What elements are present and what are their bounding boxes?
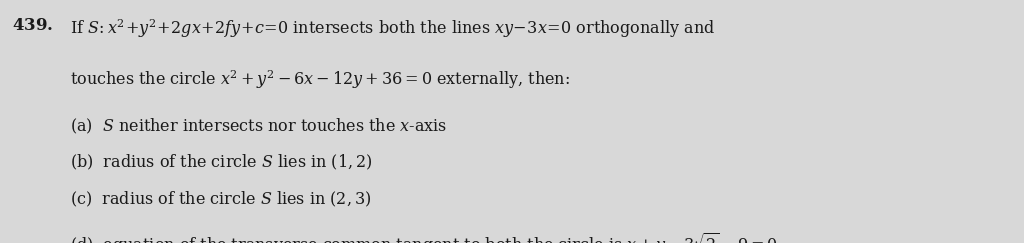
Text: (c)  radius of the circle $S$ lies in $(2, 3)$: (c) radius of the circle $S$ lies in $(2… (70, 190, 371, 209)
Text: $\mathbf{439.}$: $\mathbf{439.}$ (12, 17, 53, 34)
Text: If $S\!:x^2\!+\!y^2\!+\!2gx\!+\!2fy\!+\!c\!=\!0$ intersects both the lines $xy\!: If $S\!:x^2\!+\!y^2\!+\!2gx\!+\!2fy\!+\!… (70, 17, 715, 40)
Text: (b)  radius of the circle $S$ lies in $(1, 2)$: (b) radius of the circle $S$ lies in $(1… (70, 153, 373, 172)
Text: touches the circle $x^2+y^2-6x-12y+36=0$ externally, then:: touches the circle $x^2+y^2-6x-12y+36=0$… (70, 68, 569, 91)
Text: (a)  $S$ neither intersects nor touches the $x$-axis: (a) $S$ neither intersects nor touches t… (70, 117, 446, 136)
Text: (d)  equation of the transverse common tangent to both the circle is $x+y-3\sqrt: (d) equation of the transverse common ta… (70, 231, 777, 243)
